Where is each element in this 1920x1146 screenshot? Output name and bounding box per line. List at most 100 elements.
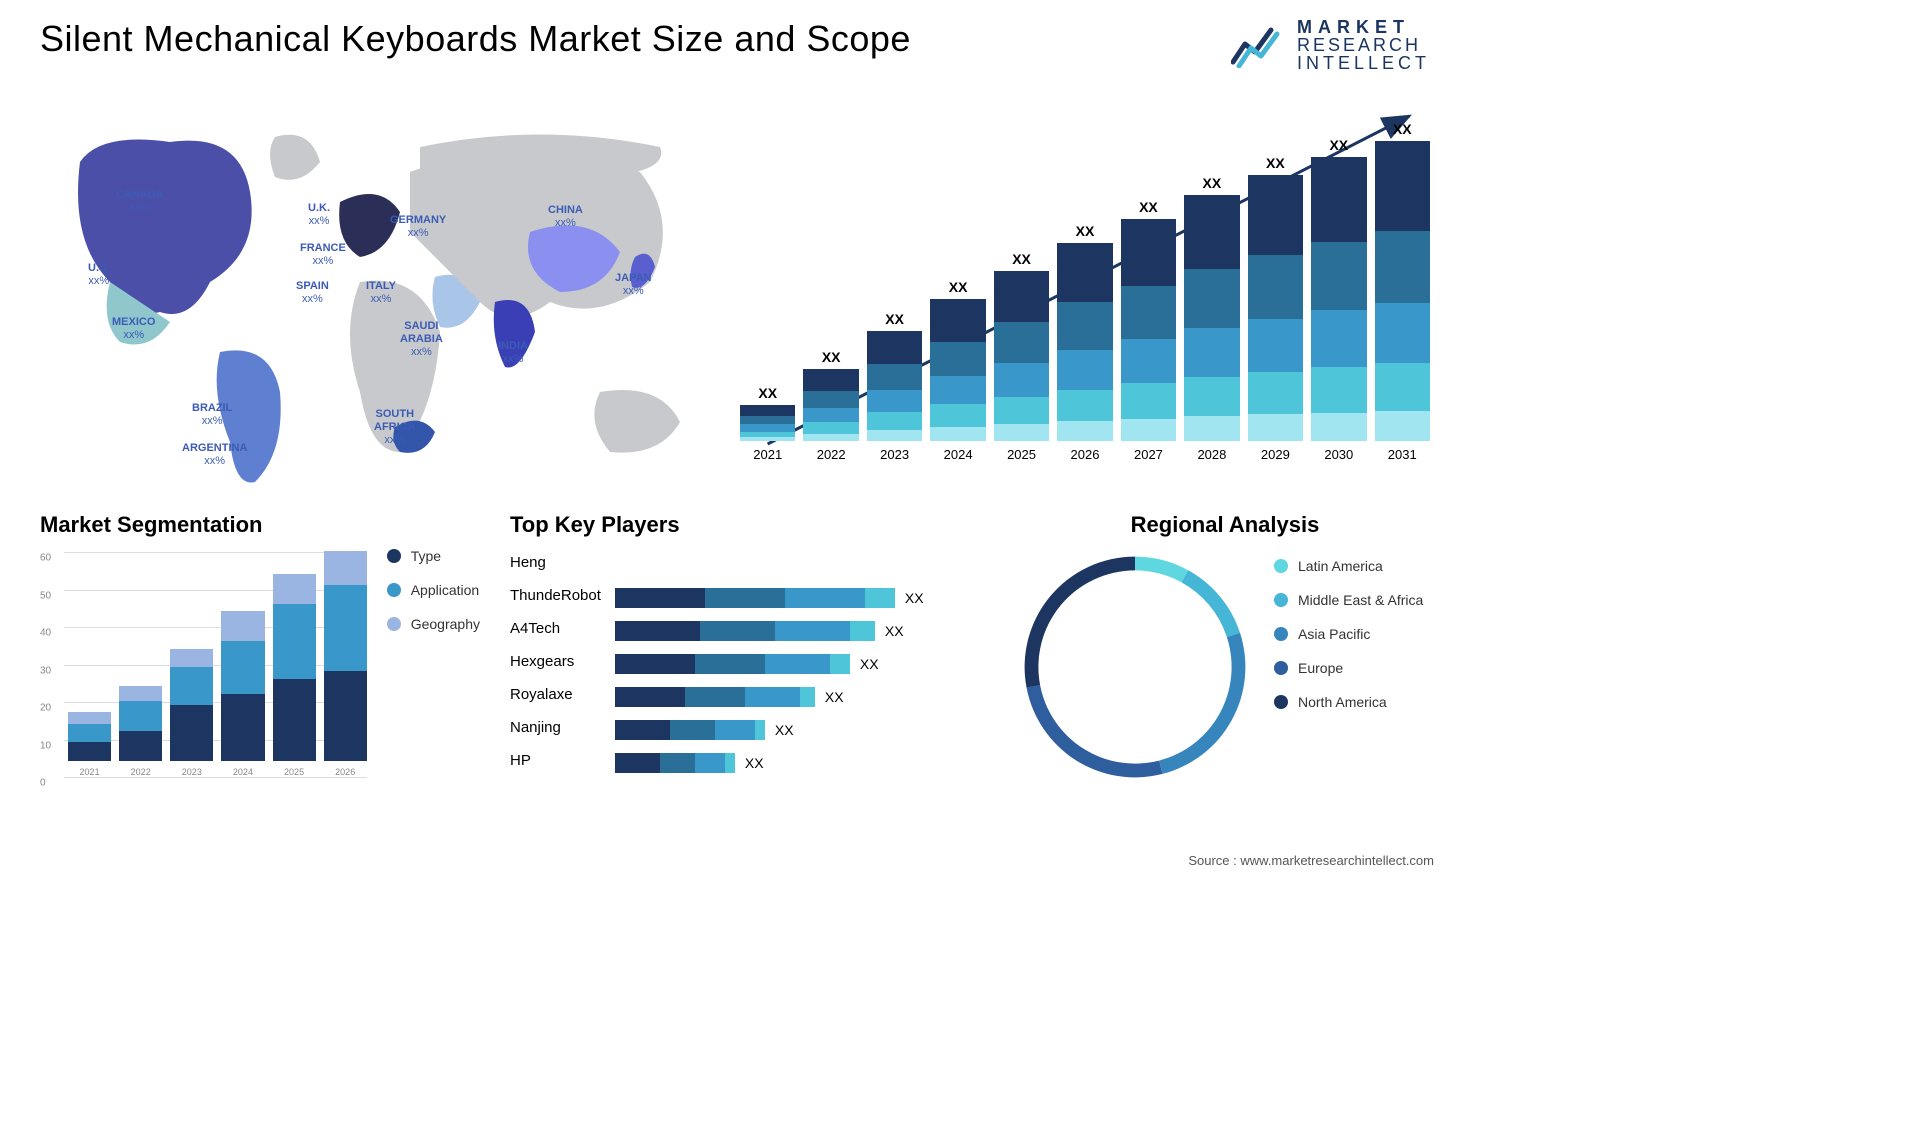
key-player-value: XX: [745, 755, 764, 771]
legend-swatch-icon: [387, 583, 401, 597]
y-tick: 10: [40, 740, 51, 751]
key-player-value: XX: [775, 722, 794, 738]
growth-bar-year: 2021: [753, 447, 782, 462]
regional-title: Regional Analysis: [1020, 512, 1430, 538]
growth-bar: XX2022: [803, 349, 858, 462]
logo-text-3: INTELLECT: [1297, 54, 1430, 72]
map-label: SAUDIARABIAxx%: [400, 320, 443, 360]
legend-swatch-icon: [1274, 661, 1288, 675]
donut-slice: [1025, 557, 1135, 688]
legend-item: Type: [387, 548, 480, 564]
map-label: JAPANxx%: [615, 272, 651, 298]
segmentation-bar: 2021: [68, 712, 111, 777]
segmentation-chart: 0102030405060202120222023202420252026: [40, 552, 367, 807]
donut-slice: [1027, 685, 1163, 777]
segmentation-bar: 2025: [273, 574, 316, 778]
map-label: SPAINxx%: [296, 280, 329, 306]
key-player-value: XX: [905, 590, 924, 606]
growth-bar-label: XX: [1076, 223, 1095, 239]
growth-bar-year: 2030: [1324, 447, 1353, 462]
y-tick: 20: [40, 703, 51, 714]
segmentation-bar-year: 2021: [80, 767, 100, 777]
donut-slice: [1182, 570, 1240, 637]
donut-slice: [1135, 557, 1188, 583]
growth-bar-label: XX: [949, 279, 968, 295]
map-label: INDIAxx%: [498, 340, 528, 366]
legend-item: Geography: [387, 616, 480, 632]
key-player-value: XX: [860, 656, 879, 672]
growth-bar-year: 2027: [1134, 447, 1163, 462]
growth-bar-year: 2025: [1007, 447, 1036, 462]
segmentation-title: Market Segmentation: [40, 512, 367, 538]
key-player-row: XX: [615, 620, 990, 642]
growth-bar-label: XX: [1139, 199, 1158, 215]
legend-item: Middle East & Africa: [1274, 592, 1423, 608]
key-players-chart: XX XX XX XX XX XX: [615, 552, 990, 774]
segmentation-bar: 2023: [170, 649, 213, 778]
map-label: CHINAxx%: [548, 204, 583, 230]
key-player-value: XX: [825, 689, 844, 705]
growth-bar-year: 2024: [944, 447, 973, 462]
key-player-name: Royalaxe: [510, 686, 601, 708]
segmentation-bar: 2026: [324, 551, 367, 777]
key-player-name: A4Tech: [510, 620, 601, 642]
key-player-row: XX: [615, 587, 990, 609]
segmentation-legend: Type Application Geography: [387, 512, 480, 807]
segmentation-bar-year: 2023: [182, 767, 202, 777]
legend-label: Europe: [1298, 660, 1343, 676]
legend-label: Asia Pacific: [1298, 626, 1370, 642]
segmentation-bar: 2024: [221, 611, 264, 777]
legend-label: Application: [411, 582, 480, 598]
map-label: SOUTHAFRICAxx%: [374, 408, 416, 448]
map-label: FRANCExx%: [300, 242, 346, 268]
growth-bar: XX 2031: [1375, 121, 1430, 462]
y-tick: 60: [40, 553, 51, 564]
key-player-row: XX: [615, 686, 990, 708]
key-player-name: Nanjing: [510, 719, 601, 741]
legend-item: Europe: [1274, 660, 1423, 676]
growth-bar: XX 2030: [1311, 137, 1366, 462]
legend-item: North America: [1274, 694, 1423, 710]
key-player-name: Hexgears: [510, 653, 601, 675]
growth-bar: XX 2023: [867, 311, 922, 462]
legend-swatch-icon: [387, 549, 401, 563]
growth-bar-label: XX: [1329, 137, 1348, 153]
key-player-row: XX: [615, 653, 990, 675]
legend-label: Middle East & Africa: [1298, 592, 1423, 608]
legend-item: Asia Pacific: [1274, 626, 1423, 642]
growth-bar-year: 2026: [1071, 447, 1100, 462]
map-label: BRAZILxx%: [192, 402, 232, 428]
map-label: U.S.xx%: [88, 262, 109, 288]
y-tick: 30: [40, 665, 51, 676]
regional-donut-chart: [1020, 552, 1250, 782]
legend-label: Type: [411, 548, 441, 564]
map-label: ARGENTINAxx%: [182, 442, 247, 468]
key-players-panel: Top Key Players HengThundeRobotA4TechHex…: [510, 512, 990, 807]
segmentation-bar-year: 2022: [131, 767, 151, 777]
growth-bar-label: XX: [822, 349, 841, 365]
growth-bar-label: XX: [885, 311, 904, 327]
logo-text-1: MARKET: [1297, 18, 1430, 36]
growth-bar-year: 2031: [1388, 447, 1417, 462]
key-player-row: XX: [615, 752, 990, 774]
logo-text-2: RESEARCH: [1297, 36, 1430, 54]
growth-bar: XX2025: [994, 251, 1049, 462]
legend-label: Latin America: [1298, 558, 1383, 574]
legend-swatch-icon: [1274, 593, 1288, 607]
legend-label: Geography: [411, 616, 480, 632]
growth-bar-year: 2023: [880, 447, 909, 462]
map-label: U.K.xx%: [308, 202, 330, 228]
segmentation-panel: Market Segmentation 01020304050602021202…: [40, 512, 480, 807]
growth-bar-year: 2029: [1261, 447, 1290, 462]
segmentation-bar-year: 2024: [233, 767, 253, 777]
map-label: CANADAxx%: [116, 189, 164, 215]
key-player-name: Heng: [510, 554, 601, 576]
growth-bar-year: 2028: [1197, 447, 1226, 462]
growth-bar-label: XX: [758, 385, 777, 401]
regional-panel: Regional Analysis Latin America Middle Ea…: [1020, 512, 1430, 807]
legend-item: Application: [387, 582, 480, 598]
growth-bar: XX 2028: [1184, 175, 1239, 462]
growth-bar-label: XX: [1393, 121, 1412, 137]
growth-bar-label: XX: [1203, 175, 1222, 191]
map-label: MEXICOxx%: [112, 316, 155, 342]
